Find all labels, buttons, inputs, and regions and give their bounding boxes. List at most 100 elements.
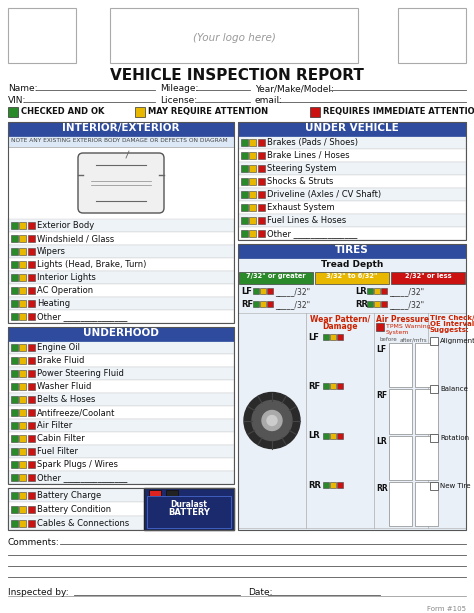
Bar	[11, 344, 18, 351]
Text: Fuel Filter: Fuel Filter	[37, 447, 78, 456]
Bar	[28, 383, 35, 390]
Bar	[19, 383, 27, 390]
Bar	[8, 367, 234, 380]
Bar	[11, 235, 18, 242]
Text: Suggests:: Suggests:	[430, 327, 470, 333]
Text: (Your logo here): (Your logo here)	[192, 33, 275, 43]
Bar	[28, 492, 35, 498]
Bar	[11, 435, 18, 442]
Text: New Tire: New Tire	[440, 483, 471, 489]
Bar	[253, 301, 259, 307]
Text: LF: LF	[308, 333, 319, 342]
Bar	[28, 287, 35, 294]
Bar	[28, 474, 35, 481]
Bar	[8, 471, 234, 484]
Bar	[238, 244, 466, 258]
Bar	[238, 313, 466, 528]
Text: Lights (Head, Brake, Turn): Lights (Head, Brake, Turn)	[37, 260, 146, 269]
Bar	[260, 301, 266, 307]
Text: OE Interval: OE Interval	[430, 321, 474, 327]
Text: Cabin Filter: Cabin Filter	[37, 434, 85, 443]
Bar	[28, 409, 35, 416]
Circle shape	[244, 392, 300, 449]
Bar	[310, 107, 320, 117]
Bar	[8, 147, 234, 219]
Bar	[8, 107, 18, 117]
Text: RR: RR	[355, 300, 368, 309]
Bar	[238, 136, 466, 149]
Bar	[389, 343, 412, 387]
Bar	[19, 370, 27, 377]
Bar	[28, 396, 35, 403]
Text: Tread Depth: Tread Depth	[321, 260, 383, 269]
Bar	[323, 383, 329, 389]
Bar	[258, 217, 265, 224]
Bar	[19, 396, 27, 403]
Bar	[19, 235, 27, 242]
Bar	[11, 261, 18, 268]
Text: before: before	[380, 337, 397, 342]
Bar	[8, 245, 234, 258]
Text: email:: email:	[255, 96, 283, 105]
Bar	[241, 139, 248, 146]
Text: VIN:: VIN:	[8, 96, 27, 105]
Bar	[241, 178, 248, 185]
Bar	[238, 214, 466, 227]
Bar	[28, 370, 35, 377]
Text: _____/32": _____/32"	[275, 287, 310, 296]
Text: _____/32": _____/32"	[389, 287, 424, 296]
Text: RR: RR	[376, 484, 388, 493]
Bar	[241, 230, 248, 237]
Text: Other _______________: Other _______________	[267, 229, 357, 238]
Bar	[8, 122, 234, 323]
Bar	[19, 261, 27, 268]
Bar	[8, 271, 234, 284]
Text: Alignment: Alignment	[440, 338, 474, 344]
Bar	[19, 422, 27, 429]
Bar	[389, 482, 412, 526]
Circle shape	[252, 400, 292, 441]
Bar	[8, 406, 234, 419]
Bar	[249, 191, 256, 198]
Bar	[241, 217, 248, 224]
Bar	[430, 433, 438, 441]
Text: Comments:: Comments:	[8, 538, 60, 547]
Bar	[249, 230, 256, 237]
Text: _____/32": _____/32"	[275, 300, 310, 309]
Text: Form #105: Form #105	[427, 606, 466, 612]
Text: BATTERY: BATTERY	[168, 508, 210, 517]
Bar	[28, 422, 35, 429]
Text: Damage: Damage	[322, 322, 358, 331]
Bar	[11, 409, 18, 416]
Bar	[8, 445, 234, 458]
Bar	[11, 506, 18, 512]
Bar	[430, 385, 438, 394]
Text: License:: License:	[160, 96, 197, 105]
Bar	[8, 232, 234, 245]
Text: Name:: Name:	[8, 84, 37, 93]
Bar	[8, 122, 234, 136]
Bar	[330, 482, 336, 488]
Bar	[28, 274, 35, 281]
Bar	[241, 204, 248, 211]
Bar	[8, 354, 234, 367]
Text: RF: RF	[308, 383, 320, 391]
Text: LR: LR	[376, 438, 387, 446]
Bar	[258, 165, 265, 172]
Bar	[253, 288, 259, 294]
Bar	[19, 274, 27, 281]
Bar	[415, 482, 438, 526]
Bar	[19, 448, 27, 455]
Bar	[430, 337, 438, 345]
Bar	[11, 519, 18, 527]
Bar	[19, 357, 27, 364]
Text: Battery Charge: Battery Charge	[37, 490, 101, 500]
Bar	[28, 344, 35, 351]
Bar	[258, 178, 265, 185]
Text: Fuel Lines & Hoses: Fuel Lines & Hoses	[267, 216, 346, 225]
Bar	[238, 122, 466, 240]
Text: Duralast: Duralast	[171, 500, 208, 509]
Text: LF: LF	[376, 345, 386, 354]
Bar	[8, 327, 234, 341]
Bar	[389, 389, 412, 433]
